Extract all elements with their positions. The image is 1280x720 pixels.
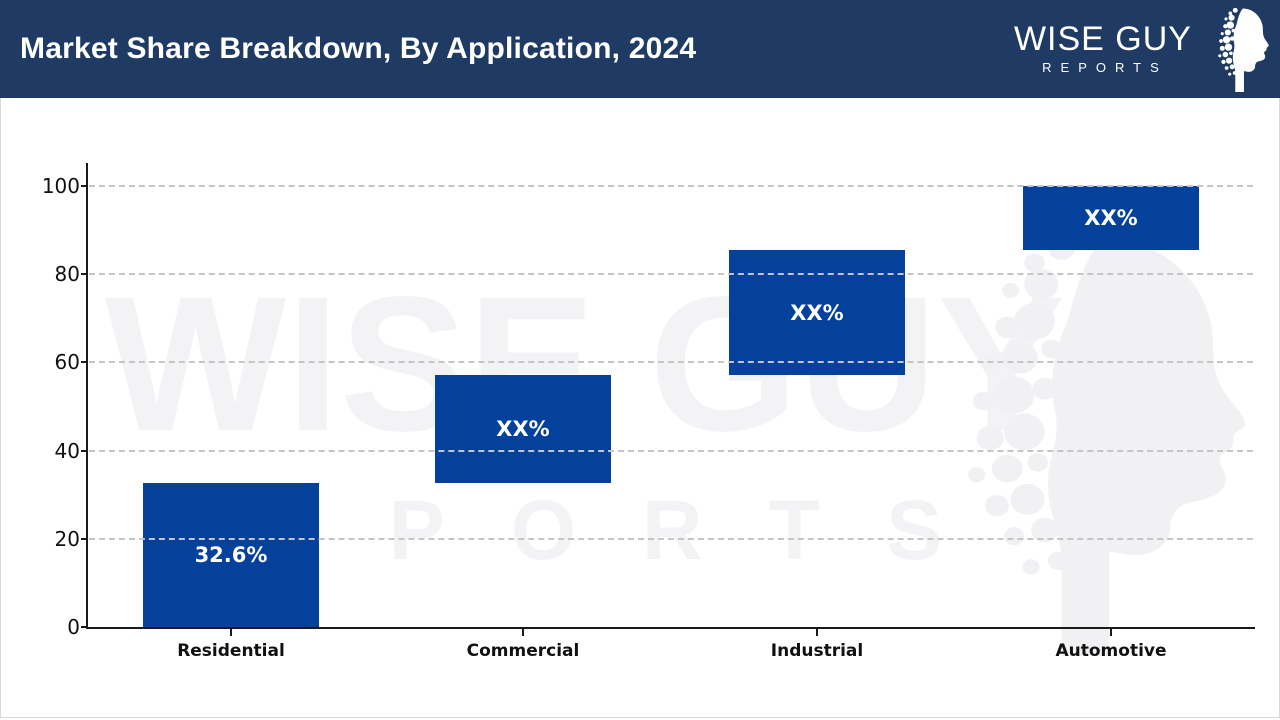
page-title: Market Share Breakdown, By Application, …: [20, 32, 697, 65]
y-tick-40: [81, 449, 88, 452]
y-tick-80: [81, 273, 88, 276]
chart-area: WISE GUY REPORTS 0 20 40 60 80 100 32.6% Reside…: [0, 98, 1280, 720]
gridline-60: [89, 361, 1253, 364]
y-tick-0: [81, 626, 88, 628]
y-tick-label: 80: [54, 262, 80, 287]
wise-guy-reports-logo: WISE GUY REPORTS: [1014, 0, 1270, 98]
y-axis-line: [86, 163, 88, 629]
bar-industrial: XX%: [729, 249, 905, 376]
x-axis-line: [86, 627, 1255, 629]
watermark-dotted-head: [968, 235, 1246, 656]
x-tick-residential: [230, 629, 232, 636]
y-tick-label: 0: [67, 615, 80, 639]
y-tick-label: 100: [41, 174, 80, 198]
bar-residential: 32.6%: [143, 483, 319, 627]
gridline-100: [89, 185, 1253, 187]
y-tick-label: 40: [54, 438, 80, 463]
gridline-20: [89, 537, 1253, 540]
x-category-label: Automotive: [1055, 641, 1167, 661]
logo-text: WISE GUY REPORTS: [1014, 22, 1192, 75]
x-category-label: Commercial: [466, 641, 580, 661]
gridline-80: [89, 273, 1253, 276]
x-category-label: Industrial: [770, 641, 864, 661]
header-bar: Market Share Breakdown, By Application, …: [0, 0, 1280, 98]
logo-wordmark: WISE GUY: [1013, 20, 1192, 58]
y-tick-label: 20: [54, 526, 80, 551]
logo-subtitle: REPORTS: [1042, 60, 1168, 75]
y-tick-60: [81, 361, 88, 364]
y-tick-20: [81, 537, 88, 540]
bar-value-label: XX%: [1084, 205, 1138, 230]
bar-value-label: XX%: [496, 417, 550, 442]
x-tick-industrial: [816, 629, 818, 636]
bar-automotive: XX%: [1023, 186, 1199, 250]
x-category-label: Residential: [177, 641, 285, 661]
y-tick-label: 60: [54, 350, 80, 375]
dotted-head-icon: [1218, 7, 1269, 92]
bar-commercial: XX%: [435, 375, 611, 484]
x-tick-commercial: [522, 629, 524, 636]
bar-value-label: XX%: [790, 300, 844, 325]
x-tick-automotive: [1110, 629, 1112, 636]
y-tick-100: [81, 185, 88, 187]
gridline-40: [89, 449, 1253, 452]
bar-value-label: 32.6%: [194, 543, 268, 568]
